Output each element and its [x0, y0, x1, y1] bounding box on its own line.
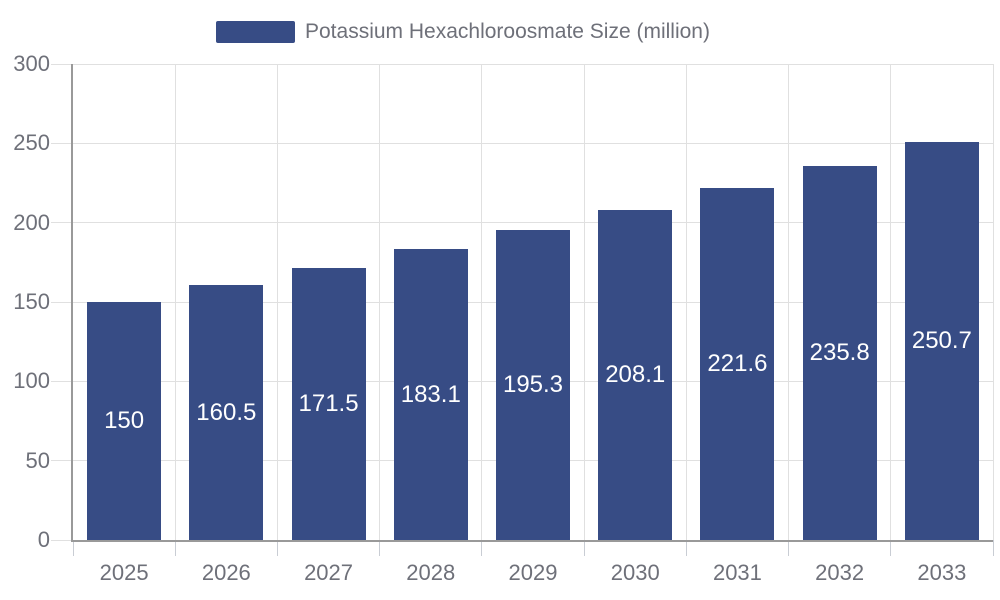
bar-value-label: 171.5	[298, 389, 359, 417]
y-tick-label: 100	[13, 368, 50, 394]
y-grid-line	[73, 63, 993, 65]
y-tick	[51, 63, 73, 65]
bar	[802, 165, 877, 540]
y-tick-label: 50	[25, 447, 50, 473]
bar	[87, 302, 162, 540]
x-tick	[788, 540, 790, 556]
x-tick-label: 2025	[99, 560, 149, 585]
bar	[393, 249, 468, 540]
bar-value-label: 183.1	[400, 380, 461, 408]
bar-value-label: 160.5	[196, 398, 257, 426]
x-grid-line	[583, 64, 585, 540]
x-tick	[992, 540, 994, 556]
x-tick-label: 2029	[508, 560, 558, 585]
y-tick	[51, 142, 73, 144]
x-tick	[379, 540, 381, 556]
x-tick-label: 2031	[712, 560, 762, 585]
x-tick-label: 2026	[201, 560, 251, 585]
x-grid-line	[276, 64, 278, 540]
x-tick	[481, 540, 483, 556]
bar-value-label: 221.6	[707, 350, 768, 378]
y-tick-label: 250	[13, 130, 50, 156]
x-grid-line	[685, 64, 687, 540]
bar-value-label: 235.8	[809, 338, 870, 366]
x-grid-line	[379, 64, 381, 540]
legend-item[interactable]: Potassium Hexachloroosmate Size (million…	[216, 20, 710, 44]
x-tick	[583, 540, 585, 556]
y-grid-line	[73, 142, 993, 144]
bar	[189, 285, 264, 540]
y-tick-label: 300	[13, 51, 50, 76]
bar-value-label: 150	[104, 407, 145, 434]
bar	[598, 209, 673, 540]
x-tick-label: 2030	[610, 560, 660, 585]
x-tick-label: 2033	[917, 560, 967, 585]
y-tick-label: 150	[13, 289, 50, 314]
y-tick-label: 200	[13, 209, 50, 235]
x-axis-line	[73, 540, 993, 542]
bar	[700, 188, 775, 540]
x-tick-label: 2032	[815, 560, 865, 585]
x-grid-line	[174, 64, 176, 540]
x-grid-line	[890, 64, 892, 540]
y-tick	[51, 539, 73, 541]
bar	[291, 267, 366, 540]
bar-value-label: 208.1	[605, 360, 666, 388]
legend-label: Potassium Hexachloroosmate Size (million…	[305, 20, 710, 43]
x-tick-label: 2027	[304, 560, 354, 585]
y-tick	[51, 301, 73, 303]
y-tick	[51, 460, 73, 462]
y-tick-label: 0	[37, 527, 50, 552]
x-grid-line	[788, 64, 790, 540]
x-grid-line	[481, 64, 483, 540]
y-axis-line	[71, 64, 73, 542]
x-tick	[276, 540, 278, 556]
bar-value-label: 250.7	[911, 327, 972, 355]
x-tick	[174, 540, 176, 556]
y-grid-line	[73, 222, 993, 224]
bar	[496, 230, 570, 540]
y-tick	[51, 222, 73, 224]
x-tick	[685, 540, 687, 556]
y-tick	[51, 380, 73, 382]
bar	[904, 142, 979, 540]
x-tick	[72, 540, 74, 556]
x-grid-line	[992, 64, 994, 540]
legend-swatch	[216, 21, 295, 43]
bar-value-label: 195.3	[502, 371, 564, 399]
x-tick	[890, 540, 892, 556]
x-tick-label: 2028	[406, 560, 456, 585]
